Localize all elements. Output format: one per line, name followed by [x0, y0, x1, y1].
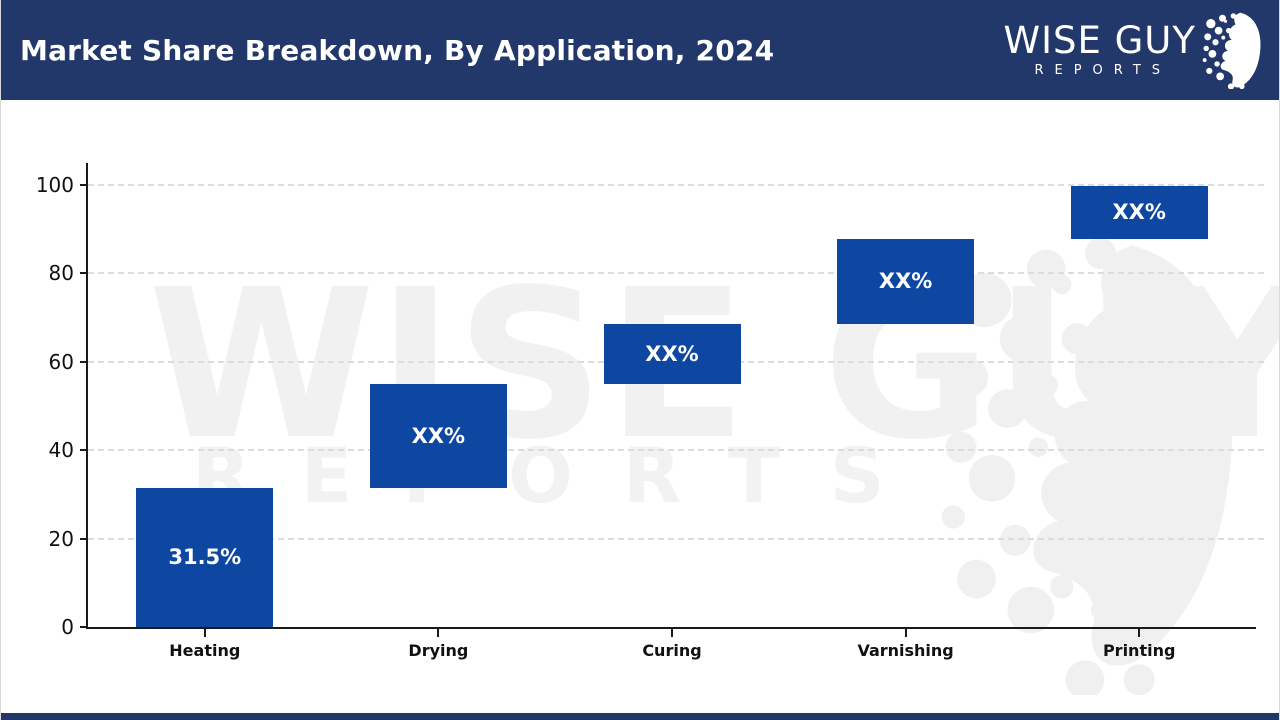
- y-tick-mark: [80, 184, 88, 187]
- bar-curing: XX%: [603, 323, 741, 384]
- logo-face-icon: [1202, 12, 1261, 89]
- bar-value-label: XX%: [878, 269, 933, 294]
- x-tick-label-drying: Drying: [408, 641, 469, 660]
- y-tick-mark: [80, 626, 88, 628]
- y-tick-mark: [80, 449, 88, 452]
- x-tick-label-heating: Heating: [169, 641, 241, 660]
- gridline: [88, 449, 1264, 452]
- bar-printing: XX%: [1070, 185, 1208, 239]
- bar-value-label: XX%: [645, 341, 699, 366]
- chart-title: Market Share Breakdown, By Application, …: [20, 33, 775, 67]
- y-tick-mark: [80, 360, 88, 363]
- x-axis: [86, 627, 1256, 629]
- footer-bar: [0, 713, 1280, 720]
- gridline: [88, 184, 1264, 187]
- y-tick-mark: [80, 537, 88, 540]
- bar-value-label: XX%: [411, 423, 466, 448]
- bar-heating: 31.5%: [136, 487, 274, 627]
- bar-drying: XX%: [369, 383, 507, 488]
- header-bar: Market Share Breakdown, By Application, …: [0, 0, 1280, 100]
- gridline: [88, 272, 1264, 275]
- x-tick-label-varnishing: Varnishing: [857, 641, 954, 660]
- x-tick-mark: [671, 629, 673, 637]
- y-tick-label: 80: [48, 261, 74, 286]
- gridline: [88, 537, 1264, 540]
- x-tick-mark: [203, 629, 206, 637]
- y-tick-label: 40: [48, 438, 74, 463]
- y-tick-label: 100: [35, 173, 74, 198]
- x-tick-mark: [1138, 629, 1141, 637]
- bar-value-label: XX%: [1112, 200, 1166, 225]
- logo-subtitle: REPORTS: [1034, 63, 1172, 78]
- x-tick-mark: [904, 629, 907, 637]
- watermark-face-icon: [941, 238, 1233, 695]
- y-tick-label: 60: [48, 349, 74, 374]
- bar-value-label: 31.5%: [168, 545, 242, 570]
- y-axis: [86, 163, 88, 629]
- y-tick-label: 0: [61, 615, 74, 639]
- x-tick-label-printing: Printing: [1102, 641, 1176, 660]
- brand-logo: WISE GUY REPORTS: [1004, 11, 1280, 89]
- y-tick-mark: [80, 272, 88, 275]
- logo-wordmark: WISE GUY: [1003, 19, 1196, 62]
- x-tick-mark: [437, 629, 440, 637]
- x-tick-label-curing: Curing: [642, 641, 702, 660]
- y-tick-label: 20: [48, 526, 74, 551]
- bar-varnishing: XX%: [837, 239, 975, 324]
